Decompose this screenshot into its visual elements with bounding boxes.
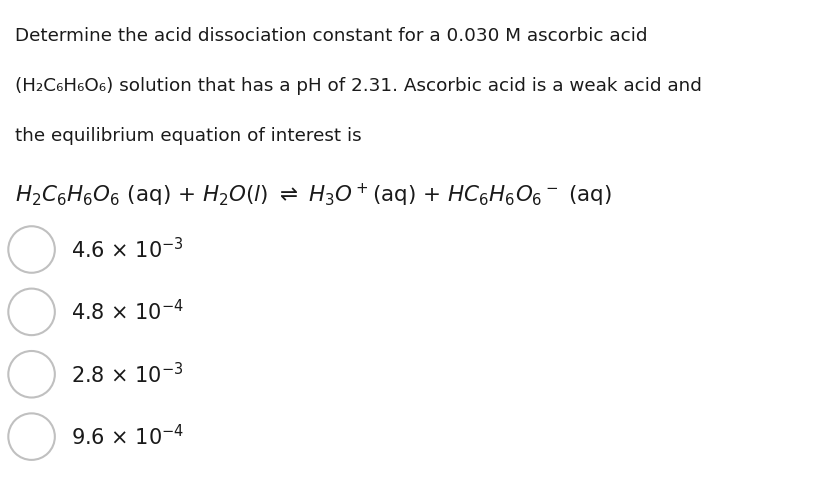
Text: the equilibrium equation of interest is: the equilibrium equation of interest is (15, 127, 361, 145)
Text: (H₂C₆H₆O₆) solution that has a pH of 2.31. Ascorbic acid is a weak acid and: (H₂C₆H₆O₆) solution that has a pH of 2.3… (15, 77, 702, 95)
Text: Determine the acid dissociation constant for a 0.030 M ascorbic acid: Determine the acid dissociation constant… (15, 27, 647, 45)
Text: 9.6 × 10$^{-4}$: 9.6 × 10$^{-4}$ (71, 424, 184, 449)
Text: $\it{H_2C_6H_6O_6}$ (aq) + $\it{H_2O}$($\it{l}$) $\rightleftharpoons$ $\it{H_3O^: $\it{H_2C_6H_6O_6}$ (aq) + $\it{H_2O}$($… (15, 182, 612, 210)
Text: 2.8 × 10$^{-3}$: 2.8 × 10$^{-3}$ (71, 362, 183, 387)
Text: 4.8 × 10$^{-4}$: 4.8 × 10$^{-4}$ (71, 299, 184, 324)
Text: 4.6 × 10$^{-3}$: 4.6 × 10$^{-3}$ (71, 237, 184, 262)
